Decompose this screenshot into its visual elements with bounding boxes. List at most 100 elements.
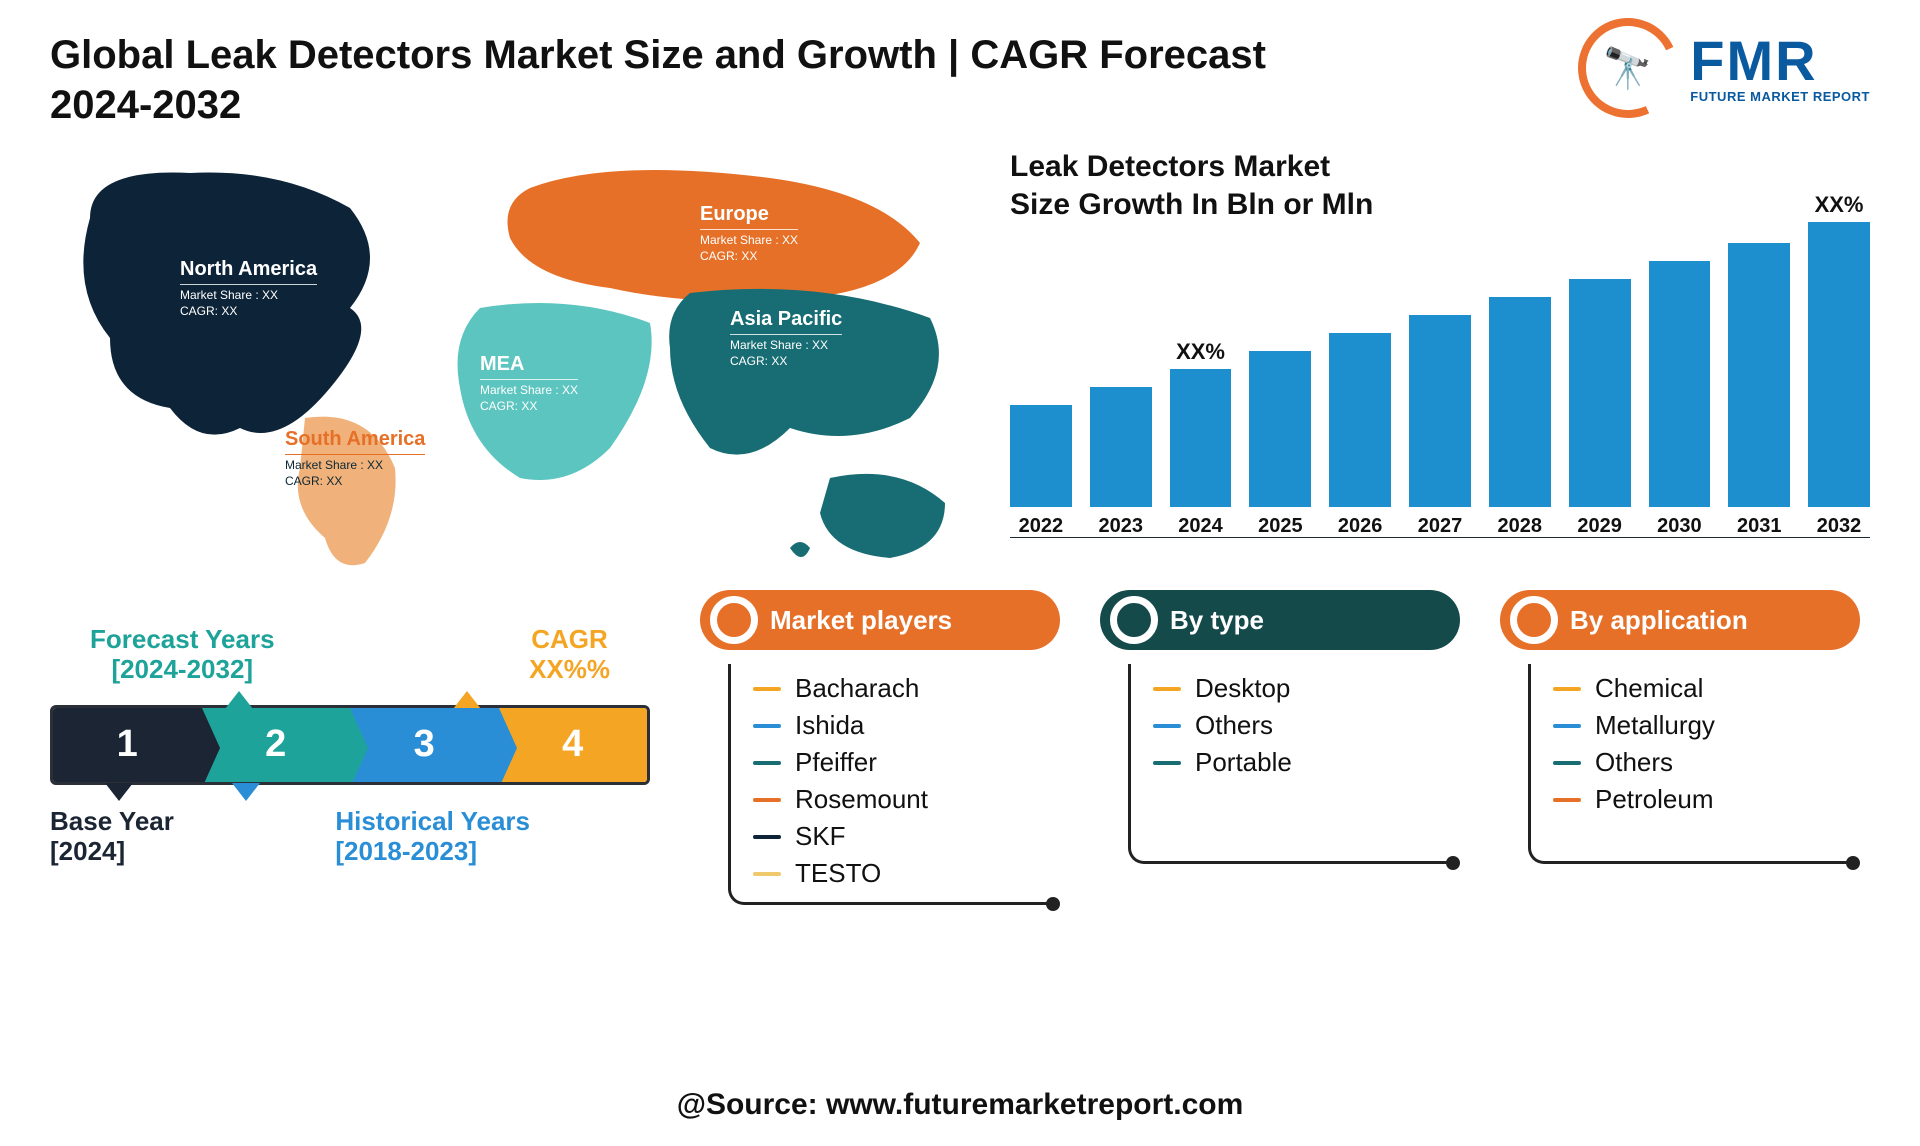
bar-2027: 2027: [1409, 315, 1471, 538]
bullet-icon: [1153, 724, 1181, 728]
list-item-label: Ishida: [795, 710, 864, 741]
logo-abbr: FMR: [1690, 33, 1870, 89]
bullet-icon: [1153, 687, 1181, 691]
market-size-chart: Leak Detectors Market Size Growth In Bln…: [980, 148, 1870, 578]
bar-rect: [1090, 387, 1152, 507]
bar-year-label: 2022: [1019, 515, 1064, 538]
label-north-america: North America Market Share : XX CAGR: XX: [180, 258, 317, 319]
bullet-icon: [753, 872, 781, 876]
list-item-label: Others: [1195, 710, 1273, 741]
list-item: SKF: [753, 818, 1054, 855]
bullet-icon: [1553, 724, 1581, 728]
region-oceania: [820, 474, 945, 558]
category-by-application: By application ChemicalMetallurgyOthers Pe…: [1500, 590, 1860, 905]
list-item: Pfeiffer: [753, 744, 1054, 781]
label-south-america: South America Market Share : XX CAGR: XX: [285, 428, 425, 489]
bar-year-label: 2028: [1498, 515, 1543, 538]
bullet-icon: [1553, 798, 1581, 802]
timeline-seg-3: 3: [350, 708, 499, 782]
timeline-seg-1: 1: [53, 708, 202, 782]
list-item-label: TESTO: [795, 858, 881, 889]
category-by-type: By type Desktop Others Portable: [1100, 590, 1460, 905]
category-market-players: Market players Bacharach Ishida Pfeiffer Ros…: [700, 590, 1060, 905]
bar-2022: 2022: [1010, 405, 1072, 538]
category-pill: Market players: [700, 590, 1060, 650]
chart-title: Leak Detectors Market Size Growth In Bln…: [1010, 148, 1390, 223]
list-item: Others: [1553, 744, 1854, 781]
list-item-label: Bacharach: [795, 673, 919, 704]
list-item: Portable: [1153, 744, 1454, 781]
bar-2032: XX%2032: [1808, 222, 1870, 538]
list-item: Rosemount: [753, 781, 1054, 818]
list-item-label: Rosemount: [795, 784, 928, 815]
bar-rect: [1808, 222, 1870, 507]
bar-year-label: 2023: [1098, 515, 1143, 538]
bar-rect: [1010, 405, 1072, 507]
bullet-icon: [753, 761, 781, 765]
bar-year-label: 2024: [1178, 515, 1223, 538]
bullet-icon: [753, 798, 781, 802]
bullet-icon: [753, 835, 781, 839]
list-item-label: Pfeiffer: [795, 747, 877, 778]
list-item: TESTO: [753, 855, 1054, 892]
bar-year-label: 2031: [1737, 515, 1782, 538]
bar-2024: XX%2024: [1170, 369, 1232, 538]
timeline-infographic: Forecast Years[2024-2032] CAGRXX%% 1 2 3…: [50, 625, 650, 867]
base-year-label: Base Year[2024]: [50, 807, 174, 867]
list-item: Metallurgy: [1553, 707, 1854, 744]
bar-2031: 2031: [1728, 243, 1790, 538]
timeline-strip: 1 2 3 4: [50, 705, 650, 785]
list-item-label: Chemical: [1595, 673, 1703, 704]
bullet-icon: [753, 687, 781, 691]
list-item: Desktop: [1153, 670, 1454, 707]
logo-icon: 🔭: [1564, 4, 1692, 132]
world-map: North America Market Share : XX CAGR: XX…: [50, 148, 980, 578]
list-item-label: Portable: [1195, 747, 1292, 778]
source-footer: @Source: www.futuremarketreport.com: [0, 1088, 1920, 1122]
list-item-label: SKF: [795, 821, 846, 852]
bar-rect: [1409, 315, 1471, 507]
list-item-label: Others: [1595, 747, 1673, 778]
chevron-down-icon: [232, 783, 260, 801]
timeline-seg-4: 4: [499, 708, 648, 782]
fmr-logo: 🔭 FMR FUTURE MARKET REPORT: [1578, 18, 1870, 118]
forecast-years-label: Forecast Years[2024-2032]: [90, 625, 275, 685]
timeline-seg-2: 2: [202, 708, 351, 782]
bar-rect: [1649, 261, 1711, 507]
category-pill: By application: [1500, 590, 1860, 650]
bar-annotation: XX%: [1176, 339, 1225, 365]
list-item-label: Desktop: [1195, 673, 1290, 704]
bullet-icon: [1553, 687, 1581, 691]
list-item: Ishida: [753, 707, 1054, 744]
bar-annotation: XX%: [1815, 192, 1864, 218]
page-title: Global Leak Detectors Market Size and Gr…: [50, 30, 1350, 130]
bar-year-label: 2027: [1418, 515, 1463, 538]
cagr-label: CAGRXX%%: [529, 625, 610, 685]
bullet-icon: [753, 724, 781, 728]
category-pill: By type: [1100, 590, 1460, 650]
label-mea: MEA Market Share : XX CAGR: XX: [480, 353, 578, 414]
bullet-icon: [1153, 761, 1181, 765]
category-body: ChemicalMetallurgyOthers Petroleum: [1528, 664, 1854, 864]
bullet-icon: [1553, 761, 1581, 765]
label-europe: Europe Market Share : XX CAGR: XX: [700, 203, 798, 264]
bar-year-label: 2032: [1817, 515, 1862, 538]
chevron-down-icon: [105, 783, 133, 801]
bar-year-label: 2025: [1258, 515, 1303, 538]
bar-rect: [1728, 243, 1790, 507]
list-item: Petroleum: [1553, 781, 1854, 818]
category-body: Desktop Others Portable: [1128, 664, 1454, 864]
bar-rect: [1170, 369, 1232, 507]
list-item-label: Petroleum: [1595, 784, 1714, 815]
label-asia-pacific: Asia Pacific Market Share : XX CAGR: XX: [730, 308, 842, 369]
list-item: Others: [1153, 707, 1454, 744]
chevron-up-icon: [225, 691, 253, 709]
bar-year-label: 2026: [1338, 515, 1383, 538]
bar-rect: [1329, 333, 1391, 507]
bar-2023: 2023: [1090, 387, 1152, 538]
bar-2029: 2029: [1569, 279, 1631, 538]
bar-rect: [1249, 351, 1311, 507]
bar-2028: 2028: [1489, 297, 1551, 538]
bar-year-label: 2030: [1657, 515, 1702, 538]
chevron-up-icon: [453, 691, 481, 709]
